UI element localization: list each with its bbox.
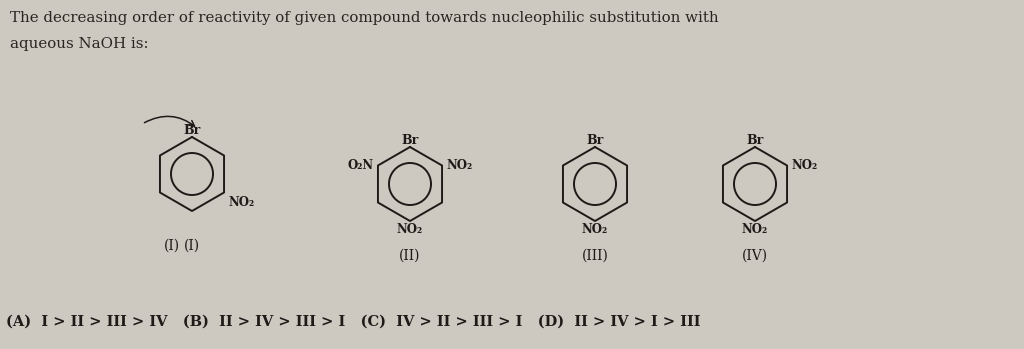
Text: (II): (II) [399,249,421,263]
Text: Br: Br [746,134,764,147]
Text: NO₂: NO₂ [582,223,608,236]
Text: NO₂: NO₂ [397,223,423,236]
Text: NO₂: NO₂ [228,195,254,208]
FancyArrowPatch shape [144,116,195,126]
Text: (A)  I > II > III > IV   (B)  II > IV > III > I   (C)  IV > II > III > I   (D)  : (A) I > II > III > IV (B) II > IV > III … [6,315,700,329]
Text: NO₂: NO₂ [742,223,768,236]
Text: Br: Br [401,134,419,147]
Text: O₂N: O₂N [348,159,374,172]
Text: NO₂: NO₂ [792,159,817,172]
Text: NO₂: NO₂ [446,159,472,172]
Text: Br: Br [587,134,603,147]
Text: aqueous NaOH is:: aqueous NaOH is: [10,37,148,51]
Text: (IV): (IV) [742,249,768,263]
Text: (I): (I) [164,239,180,253]
Text: Br: Br [183,124,201,136]
Text: (III): (III) [582,249,608,263]
Text: The decreasing order of reactivity of given compound towards nucleophilic substi: The decreasing order of reactivity of gi… [10,11,719,25]
Text: (I): (I) [184,239,200,253]
